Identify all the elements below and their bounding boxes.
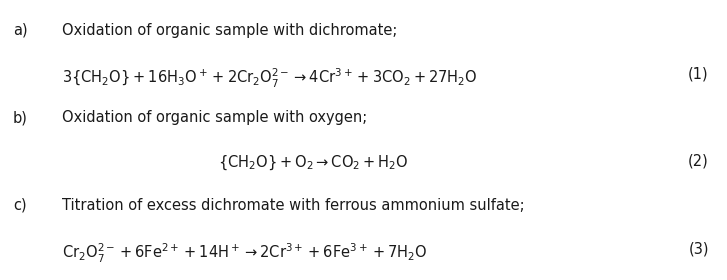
Text: $\mathregular{\{CH_2O\} + O_2 \rightarrow CO_2 + H_2O}$: $\mathregular{\{CH_2O\} + O_2 \rightarro… [218, 154, 409, 172]
Text: c): c) [13, 198, 27, 213]
Text: $\mathregular{Cr_2O_7^{2-} + 6Fe^{2+} + 14H^+ \rightarrow 2Cr^{3+} + 6Fe^{3+} +7: $\mathregular{Cr_2O_7^{2-} + 6Fe^{2+} + … [62, 241, 427, 265]
Text: (3): (3) [688, 241, 709, 256]
Text: b): b) [13, 110, 28, 125]
Text: (2): (2) [688, 154, 709, 169]
Text: $\mathregular{3\{CH_2O\} + 16H_3O^+ + 2Cr_2O_7^{2-} \rightarrow 4Cr^{3+} + 3CO_2: $\mathregular{3\{CH_2O\} + 16H_3O^+ + 2C… [62, 67, 478, 90]
Text: Oxidation of organic sample with dichromate;: Oxidation of organic sample with dichrom… [62, 23, 397, 38]
Text: (1): (1) [688, 67, 709, 81]
Text: Oxidation of organic sample with oxygen;: Oxidation of organic sample with oxygen; [62, 110, 367, 125]
Text: a): a) [13, 23, 28, 38]
Text: Titration of excess dichromate with ferrous ammonium sulfate;: Titration of excess dichromate with ferr… [62, 198, 524, 213]
